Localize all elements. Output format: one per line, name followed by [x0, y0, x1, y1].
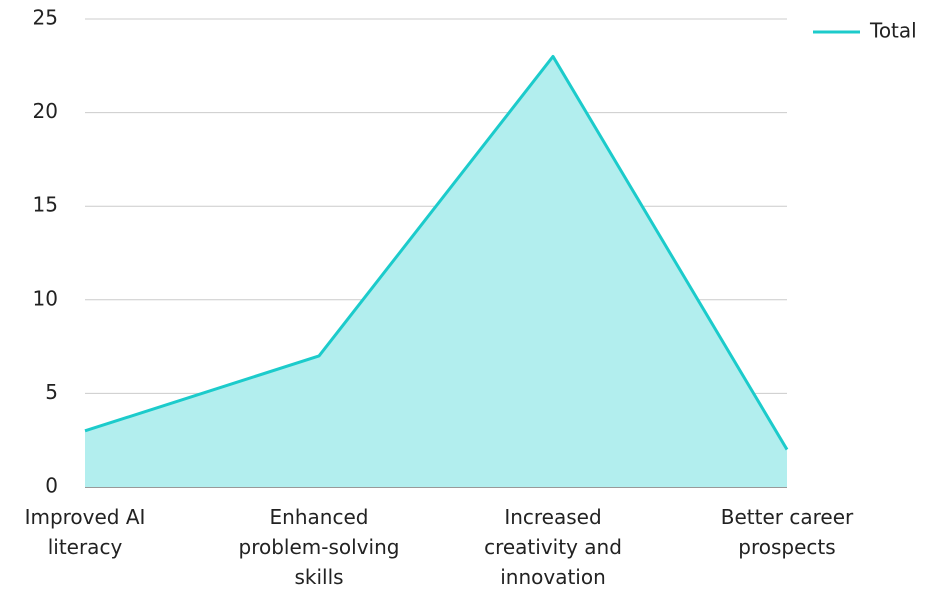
line — [84, 54, 789, 451]
x-tick-label: Better career prospects — [720, 505, 854, 559]
x-tick-label: Increased creativity and innovation — [484, 505, 622, 589]
y-tick-label: 10 — [33, 286, 58, 310]
x-tick-label: Enhanced problem-solving skills — [238, 505, 400, 589]
x-tick-label: Improved AI literacy — [24, 505, 146, 559]
area — [85, 56, 787, 487]
y-tick-label: 20 — [33, 99, 58, 123]
y-tick-label: 5 — [45, 380, 58, 404]
y-tick-label: 15 — [33, 193, 58, 217]
y-tick-label: 25 — [33, 6, 58, 30]
legend-label: Total — [869, 19, 917, 43]
y-tick-label: 0 — [45, 474, 58, 498]
